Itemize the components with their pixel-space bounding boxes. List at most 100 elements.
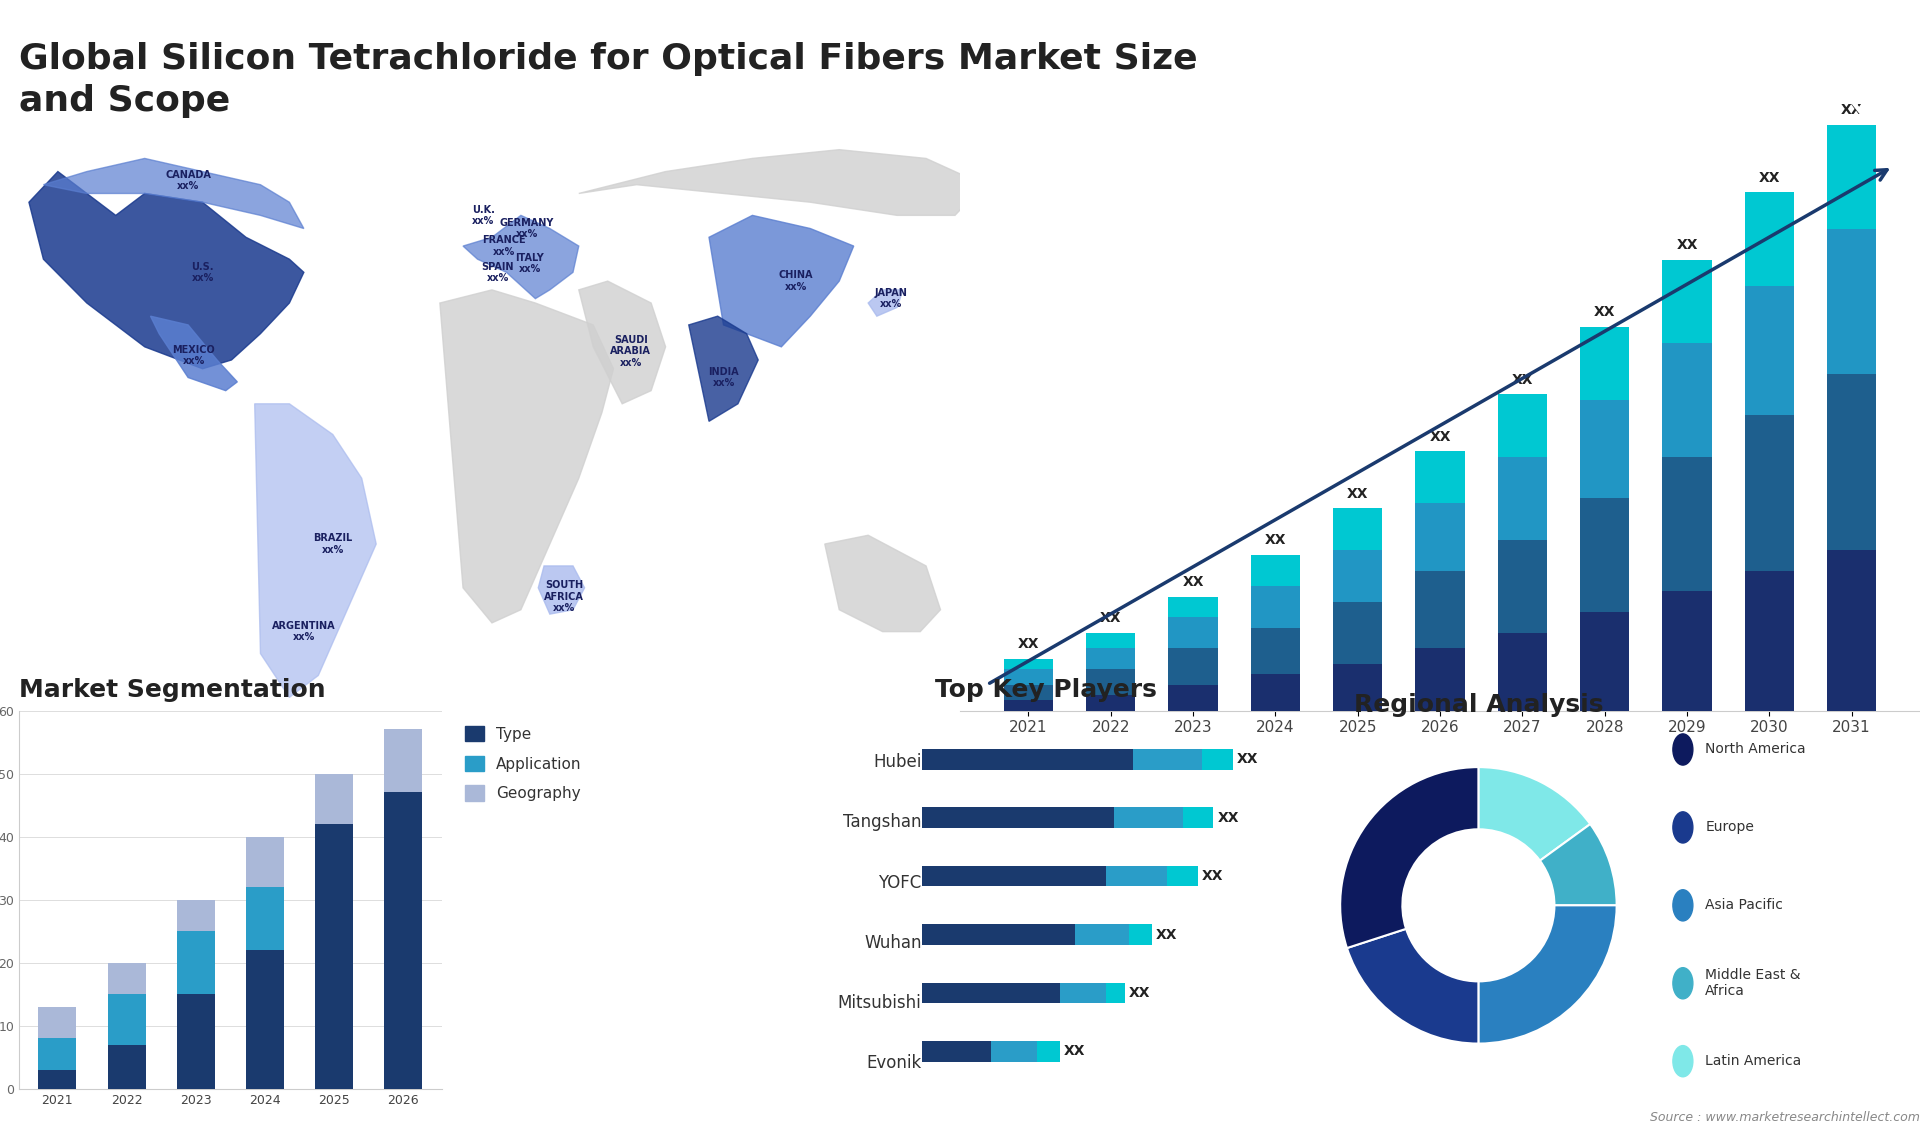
Bar (38, 1038, 77, 1070)
Text: XX: XX (1217, 810, 1238, 825)
Text: Evonik: Evonik (866, 1054, 922, 1073)
Bar (246, 950, 284, 1089)
Circle shape (1672, 1045, 1693, 1077)
Text: U.K.
xx%: U.K. xx% (472, 205, 495, 226)
Polygon shape (255, 403, 376, 698)
Text: ITALY
xx%: ITALY xx% (515, 253, 543, 274)
Text: XX: XX (1183, 575, 1204, 589)
Polygon shape (29, 172, 303, 369)
Bar (922, 866, 1106, 886)
Bar (1332, 509, 1382, 550)
Bar (1663, 456, 1713, 591)
Text: XX: XX (1348, 487, 1369, 501)
Bar (1004, 659, 1052, 669)
Bar (1498, 456, 1548, 540)
Bar (108, 1045, 146, 1089)
Text: Hubei: Hubei (874, 753, 922, 771)
Text: XX: XX (1018, 637, 1039, 651)
Bar (1828, 228, 1876, 374)
Bar (1004, 669, 1052, 684)
Wedge shape (1340, 767, 1478, 948)
Bar (177, 994, 215, 1089)
Text: North America: North America (1705, 743, 1807, 756)
Bar (1075, 925, 1129, 944)
Polygon shape (826, 535, 941, 631)
Bar (922, 749, 1133, 769)
Bar (1745, 415, 1793, 571)
Polygon shape (578, 281, 666, 403)
Bar (922, 1042, 991, 1061)
Bar (1745, 193, 1793, 285)
Text: XX: XX (1265, 533, 1286, 548)
Polygon shape (868, 290, 902, 316)
Wedge shape (1478, 905, 1617, 1044)
Text: BRAZIL
xx%: BRAZIL xx% (313, 533, 353, 555)
Bar (1663, 591, 1713, 711)
Polygon shape (708, 215, 854, 347)
Wedge shape (1478, 767, 1590, 861)
Text: SOUTH
AFRICA
xx%: SOUTH AFRICA xx% (545, 580, 584, 613)
Circle shape (1672, 811, 1693, 843)
Text: SPAIN
xx%: SPAIN xx% (482, 261, 515, 283)
Bar (1037, 1042, 1060, 1061)
Bar (1745, 571, 1793, 711)
Bar (922, 983, 1060, 1003)
Text: CANADA
xx%: CANADA xx% (165, 170, 211, 191)
Bar (1250, 674, 1300, 711)
Bar (1060, 983, 1106, 1003)
Bar (1004, 684, 1052, 700)
Text: XX: XX (1841, 103, 1862, 117)
Text: XX: XX (1428, 430, 1452, 444)
Text: XX: XX (1594, 305, 1615, 320)
Bar (1106, 866, 1167, 886)
Bar (1663, 343, 1713, 456)
Bar (1580, 499, 1630, 612)
Bar (1250, 586, 1300, 628)
Text: MARKET: MARKET (1709, 49, 1766, 63)
Text: Wuhan: Wuhan (864, 934, 922, 952)
Bar (1498, 633, 1548, 711)
Text: XX: XX (1064, 1044, 1085, 1059)
Bar (1498, 540, 1548, 633)
Text: XX: XX (1676, 238, 1697, 252)
Bar (1167, 597, 1217, 618)
Bar (1133, 749, 1202, 769)
Bar (991, 1042, 1037, 1061)
Bar (315, 774, 353, 824)
Text: Middle East &
Africa: Middle East & Africa (1705, 968, 1801, 998)
Polygon shape (44, 158, 303, 228)
Text: XX: XX (1100, 611, 1121, 625)
Text: Asia Pacific: Asia Pacific (1705, 898, 1784, 912)
Bar (246, 887, 284, 950)
Title: Regional Analysis: Regional Analysis (1354, 692, 1603, 716)
Bar (1663, 260, 1713, 343)
Bar (1415, 452, 1465, 503)
Bar (38, 1006, 77, 1038)
Bar (1250, 628, 1300, 674)
Bar (1332, 664, 1382, 711)
Text: Europe: Europe (1705, 821, 1755, 834)
Polygon shape (463, 215, 578, 299)
Polygon shape (689, 316, 758, 422)
Text: XX: XX (1156, 927, 1177, 942)
Bar (1828, 125, 1876, 228)
Text: MEXICO
xx%: MEXICO xx% (173, 345, 215, 367)
Bar (38, 1070, 77, 1089)
Bar (1415, 503, 1465, 571)
Bar (1167, 618, 1217, 649)
Bar (1580, 327, 1630, 400)
Text: CHINA
xx%: CHINA xx% (780, 270, 812, 292)
Text: INTELLECT: INTELLECT (1701, 104, 1774, 118)
Bar (1004, 700, 1052, 711)
Bar (1167, 866, 1198, 886)
Text: Latin America: Latin America (1705, 1054, 1801, 1068)
Text: XX: XX (1759, 171, 1780, 185)
Bar (1415, 649, 1465, 711)
Text: Market Segmentation: Market Segmentation (19, 677, 326, 701)
Circle shape (1672, 967, 1693, 999)
Wedge shape (1348, 929, 1478, 1044)
Circle shape (1672, 889, 1693, 921)
Bar (1580, 612, 1630, 711)
Text: RESEARCH: RESEARCH (1701, 77, 1774, 91)
Bar (1087, 669, 1135, 694)
